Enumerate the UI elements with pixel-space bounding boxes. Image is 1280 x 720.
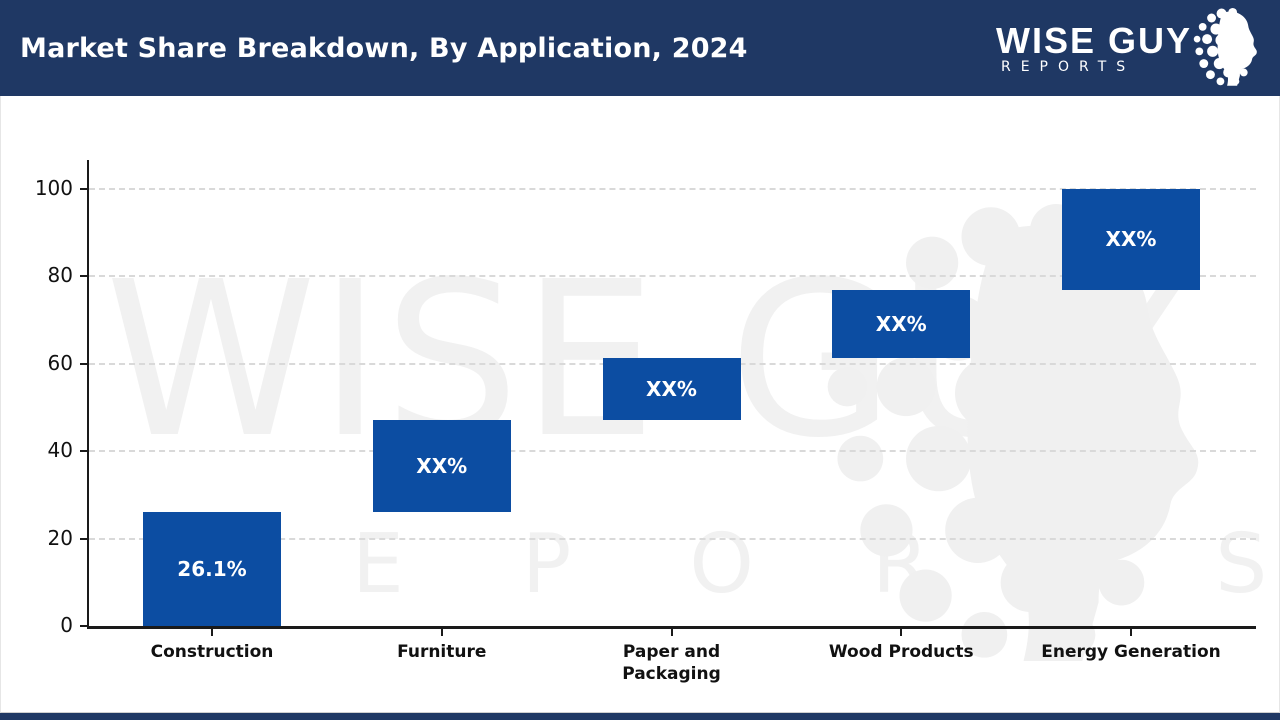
y-tick-label: 100 [34, 176, 73, 200]
y-tick [80, 275, 89, 278]
x-category-label: Wood Products [828, 642, 974, 662]
y-tick [80, 625, 89, 627]
y-tick-label: 80 [47, 263, 73, 288]
x-axis-line [87, 626, 1256, 629]
x-category-label: Furniture [397, 642, 487, 662]
x-tick [670, 629, 673, 636]
bar-value-label: XX% [416, 454, 468, 479]
bar-furniture: XX% [372, 420, 511, 512]
gridline-y20 [89, 537, 1256, 540]
brand-name: WISE GUY [995, 20, 1192, 62]
bar-construction: 26.1% [143, 511, 281, 626]
gridline-y80 [89, 275, 1256, 278]
chart-title: Market Share Breakdown, By Application, … [20, 32, 748, 64]
chart-canvas: WISE GUY R E P O R T S 020406080100Const… [0, 96, 1280, 713]
bar-value-label: XX% [1105, 227, 1157, 252]
brand-text: WISE GUY REPORTS [996, 22, 1192, 74]
gridline-y40 [89, 450, 1256, 453]
bar-value-label: XX% [875, 312, 927, 337]
x-category-label: Paper and Packaging [622, 642, 721, 685]
x-tick [900, 629, 903, 636]
y-axis-line [87, 160, 89, 628]
y-tick-label: 0 [60, 613, 73, 637]
x-tick [440, 629, 443, 636]
brand-head-icon [1193, 8, 1257, 86]
x-category-label: Energy Generation [1041, 642, 1221, 662]
plot-area: 0 20 40 60 80 100 Construction 26.1% Furniture XX… [1, 96, 1279, 712]
x-tick [211, 629, 213, 636]
y-tick [80, 450, 89, 453]
gridline-y100 [89, 188, 1256, 190]
y-tick [80, 362, 89, 365]
y-tick [80, 188, 89, 190]
header-bar: Market Share Breakdown, By Application, … [0, 0, 1280, 96]
bar-paper-and-packaging: XX% [602, 358, 741, 421]
bar-wood-products: XX% [832, 289, 971, 359]
y-tick-label: 60 [47, 350, 73, 375]
brand-subtitle: REPORTS [1000, 58, 1136, 75]
x-category-label: Construction [150, 642, 274, 662]
bar-energy-generation: XX% [1062, 189, 1200, 290]
bar-value-label: 26.1% [177, 556, 247, 581]
x-tick [1130, 629, 1132, 636]
brand-logo: WISE GUY REPORTS [996, 8, 1262, 88]
y-tick-label: 20 [47, 525, 73, 550]
y-tick [80, 537, 89, 540]
bar-value-label: XX% [646, 377, 697, 402]
y-tick-label: 40 [47, 438, 73, 463]
footer-bar [0, 713, 1280, 720]
